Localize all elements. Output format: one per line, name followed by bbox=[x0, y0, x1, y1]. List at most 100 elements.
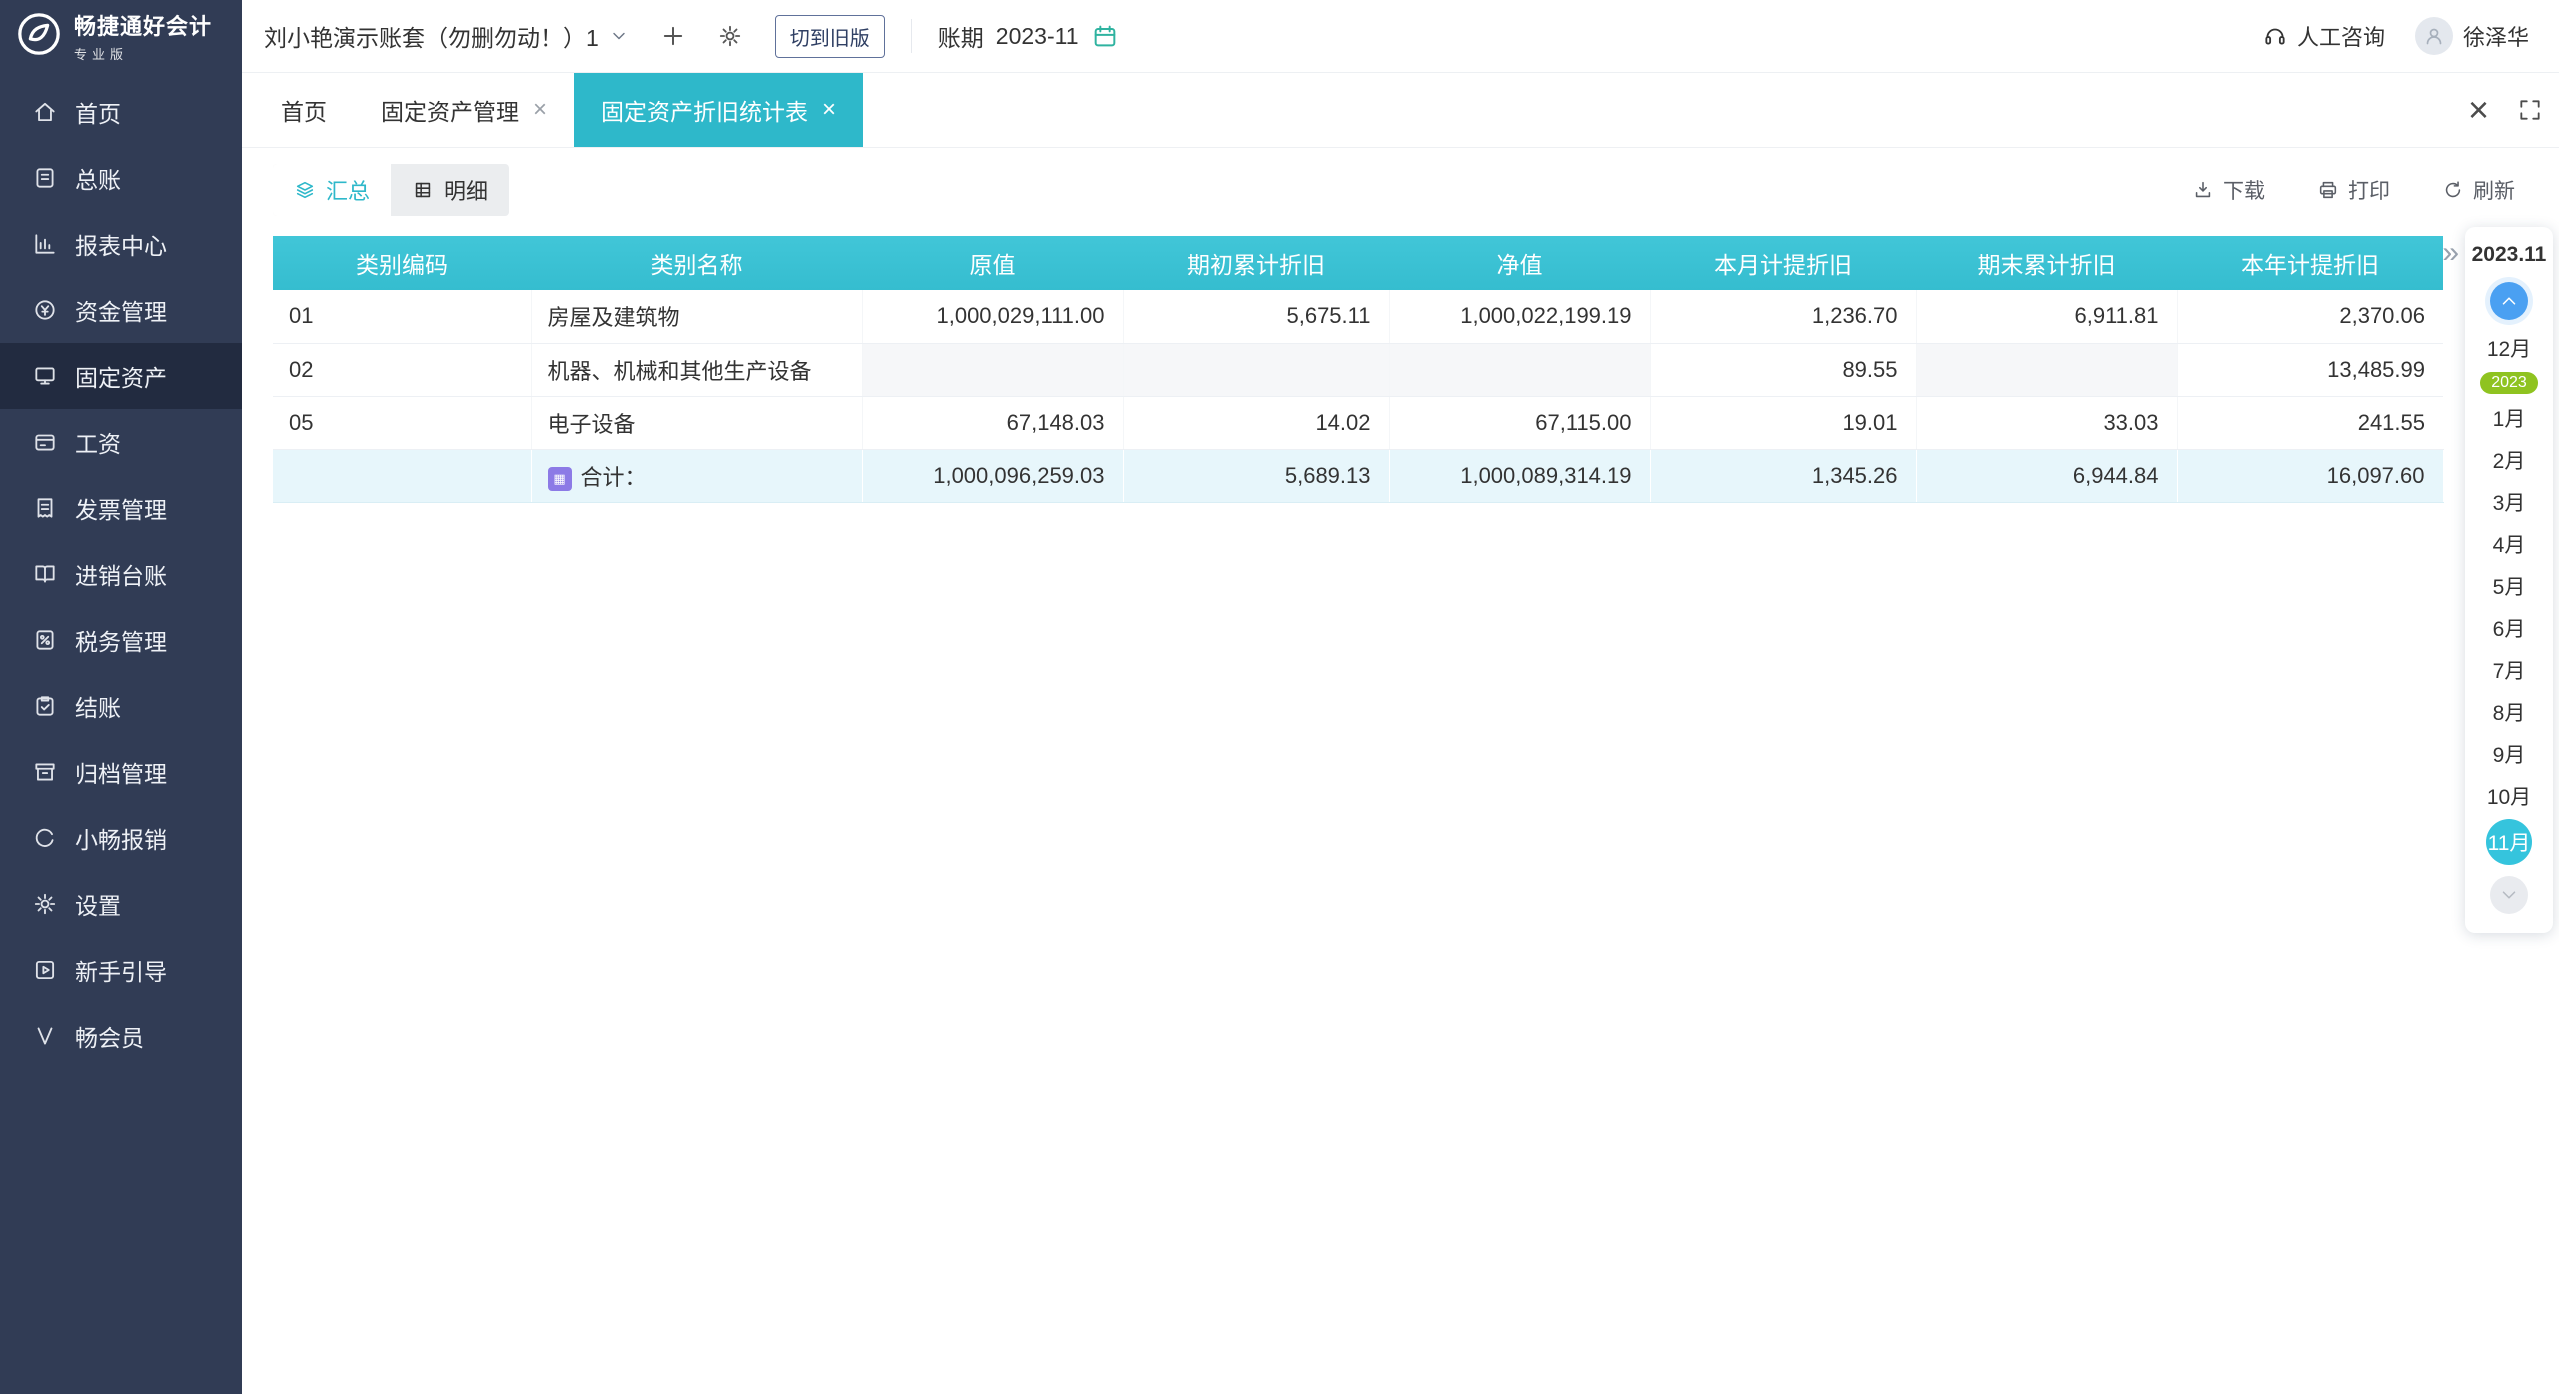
sidebar-item-guide[interactable]: 新手引导 bbox=[0, 937, 242, 1003]
app-logo[interactable]: 畅捷通好会计 专业版 bbox=[0, 0, 242, 73]
cell: 02 bbox=[273, 343, 532, 397]
sidebar-item-settings[interactable]: 设置 bbox=[0, 871, 242, 937]
salary-icon bbox=[32, 429, 58, 455]
add-account-set-button[interactable] bbox=[659, 22, 687, 50]
month-item[interactable]: 3月 bbox=[2492, 492, 2526, 515]
tab-label: 首页 bbox=[281, 99, 327, 125]
column-header: 类别名称 bbox=[531, 236, 862, 290]
depreciation-table: 类别编码 类别名称 原值 期初累计折旧 净值 本月计提折旧 期末累计折旧 本年计提折旧 01 房… bbox=[273, 236, 2444, 503]
cell: 6,944.84 bbox=[1916, 449, 2177, 503]
month-item[interactable]: 12月 bbox=[2486, 338, 2532, 361]
scroll-down-icon[interactable] bbox=[2490, 876, 2528, 914]
table-row[interactable]: 05 电子设备 67,148.03 14.02 67,115.00 19.01 33.03 2… bbox=[273, 396, 2443, 450]
headset-icon bbox=[2262, 23, 2288, 49]
cell: 5,689.13 bbox=[1123, 449, 1389, 503]
sidebar-item-tax[interactable]: 税务管理 bbox=[0, 607, 242, 673]
switch-to-old-version-button[interactable]: 切到旧版 bbox=[774, 14, 885, 58]
scroll-up-icon[interactable] bbox=[2490, 282, 2528, 320]
total-row: ▦ 合计： 1,000,096,259.03 5,689.13 1,000,089,31… bbox=[273, 449, 2443, 503]
month-item[interactable]: 6月 bbox=[2492, 618, 2526, 641]
view-tab-label: 汇总 bbox=[326, 179, 371, 204]
cell: 67,148.03 bbox=[862, 396, 1124, 450]
closing-icon bbox=[32, 693, 58, 719]
sidebar-item-closing[interactable]: 结账 bbox=[0, 673, 242, 739]
period-label: 账期 bbox=[937, 25, 984, 51]
account-set-selector[interactable]: 刘小艳演示账套（勿删勿动！）1 bbox=[264, 19, 629, 53]
header-row: 类别编码 类别名称 原值 期初累计折旧 净值 本月计提折旧 期末累计折旧 本年计提折旧 bbox=[273, 236, 2443, 290]
view-tab-summary[interactable]: 汇总 bbox=[273, 164, 392, 216]
fund-icon bbox=[32, 297, 58, 323]
column-header: 类别编码 bbox=[273, 236, 531, 290]
tax-icon bbox=[32, 627, 58, 653]
sidebar-item-label: 总账 bbox=[75, 167, 121, 193]
column-header: 原值 bbox=[862, 236, 1123, 290]
month-item[interactable]: 8月 bbox=[2492, 702, 2526, 725]
sidebar-item-label: 报表中心 bbox=[75, 233, 167, 259]
cell: 电子设备 bbox=[531, 396, 863, 450]
close-icon[interactable]: × bbox=[533, 96, 548, 123]
sidebar-item-purchase-sale[interactable]: 进销台账 bbox=[0, 541, 242, 607]
refresh-button[interactable]: 刷新 bbox=[2442, 175, 2515, 205]
month-item[interactable]: 9月 bbox=[2492, 744, 2526, 767]
month-item[interactable]: 7月 bbox=[2492, 660, 2526, 683]
cell: 33.03 bbox=[1916, 396, 2178, 450]
view-tab-detail[interactable]: 明细 bbox=[391, 164, 509, 216]
sidebar-item-general-ledger[interactable]: 总账 bbox=[0, 145, 242, 211]
close-tab-icon[interactable]: × bbox=[2467, 89, 2489, 130]
sidebar-item-label: 发票管理 bbox=[75, 497, 167, 523]
sidebar-item-salary[interactable]: 工资 bbox=[0, 409, 242, 475]
current-period: 2023.11 bbox=[2471, 243, 2547, 266]
month-item[interactable]: 10月 bbox=[2486, 786, 2532, 809]
support-button[interactable]: 人工咨询 bbox=[2262, 20, 2385, 52]
brand-name: 畅捷通好会计 bbox=[74, 14, 213, 39]
cell: 机器、机械和其他生产设备 bbox=[531, 343, 863, 397]
avatar[interactable] bbox=[2414, 17, 2453, 55]
sidebar-item-home[interactable]: 首页 bbox=[0, 79, 242, 145]
sidebar-item-fund[interactable]: 资金管理 bbox=[0, 277, 242, 343]
cell: 5,675.11 bbox=[1123, 290, 1390, 344]
print-icon bbox=[2317, 179, 2339, 201]
cell: 241.55 bbox=[2177, 396, 2443, 450]
print-button[interactable]: 打印 bbox=[2317, 175, 2390, 205]
cell: 19.01 bbox=[1650, 396, 1917, 450]
table-row[interactable]: 02 机器、机械和其他生产设备 89.55 13,485.99 bbox=[273, 343, 2443, 397]
sidebar-item-invoice[interactable]: 发票管理 bbox=[0, 475, 242, 541]
tab-strip: 首页 固定资产管理 × 固定资产折旧统计表 × bbox=[242, 73, 864, 147]
cell: 89.55 bbox=[1650, 343, 1917, 397]
download-button[interactable]: 下载 bbox=[2192, 175, 2265, 205]
calendar-icon[interactable] bbox=[1091, 22, 1119, 50]
sidebar-item-fixed-assets[interactable]: 固定资产 bbox=[0, 343, 242, 409]
sidebar-item-label: 固定资产 bbox=[75, 365, 167, 391]
cell: 1,000,089,314.19 bbox=[1389, 449, 1650, 503]
close-icon[interactable]: × bbox=[822, 96, 837, 123]
gear-icon[interactable] bbox=[717, 23, 743, 49]
tab-depreciation-statistics[interactable]: 固定资产折旧统计表 × bbox=[574, 73, 864, 147]
column-header: 本月计提折旧 bbox=[1650, 236, 1916, 290]
sidebar-item-label: 新手引导 bbox=[75, 959, 167, 985]
sidebar-item-member[interactable]: 畅会员 bbox=[0, 1003, 242, 1069]
month-item[interactable]: 4月 bbox=[2492, 534, 2526, 557]
month-item[interactable]: 11月 bbox=[2486, 819, 2532, 865]
sidebar-item-label: 进销台账 bbox=[75, 563, 167, 589]
table-row[interactable]: 01 房屋及建筑物 1,000,029,111.00 5,675.11 1,000,02… bbox=[273, 290, 2443, 344]
sidebar-item-reimburse[interactable]: 小畅报销 bbox=[0, 805, 242, 871]
month-item[interactable]: 2月 bbox=[2492, 450, 2526, 473]
cell bbox=[862, 343, 1124, 397]
username: 徐泽华 bbox=[2462, 25, 2529, 50]
fixed-assets-icon bbox=[32, 363, 58, 389]
tab-home[interactable]: 首页 bbox=[254, 73, 354, 147]
tab-fixed-asset-management[interactable]: 固定资产管理 × bbox=[354, 73, 574, 147]
member-icon bbox=[32, 1023, 58, 1049]
fullscreen-icon[interactable] bbox=[2517, 97, 2543, 123]
sidebar-item-archive[interactable]: 归档管理 bbox=[0, 739, 242, 805]
settings-icon bbox=[32, 891, 58, 917]
cell: 1,000,022,199.19 bbox=[1389, 290, 1651, 344]
month-item[interactable]: 1月 bbox=[2492, 408, 2526, 431]
refresh-icon bbox=[2442, 179, 2464, 201]
month-item[interactable]: 5月 bbox=[2492, 576, 2526, 599]
sidebar-item-report-center[interactable]: 报表中心 bbox=[0, 211, 242, 277]
tab-label: 固定资产折旧统计表 bbox=[601, 99, 809, 125]
collapse-panel-icon[interactable]: » bbox=[2442, 236, 2459, 269]
account-set-name: 刘小艳演示账套（勿删勿动！）1 bbox=[264, 25, 599, 51]
cell: 1,000,096,259.03 bbox=[862, 449, 1123, 503]
